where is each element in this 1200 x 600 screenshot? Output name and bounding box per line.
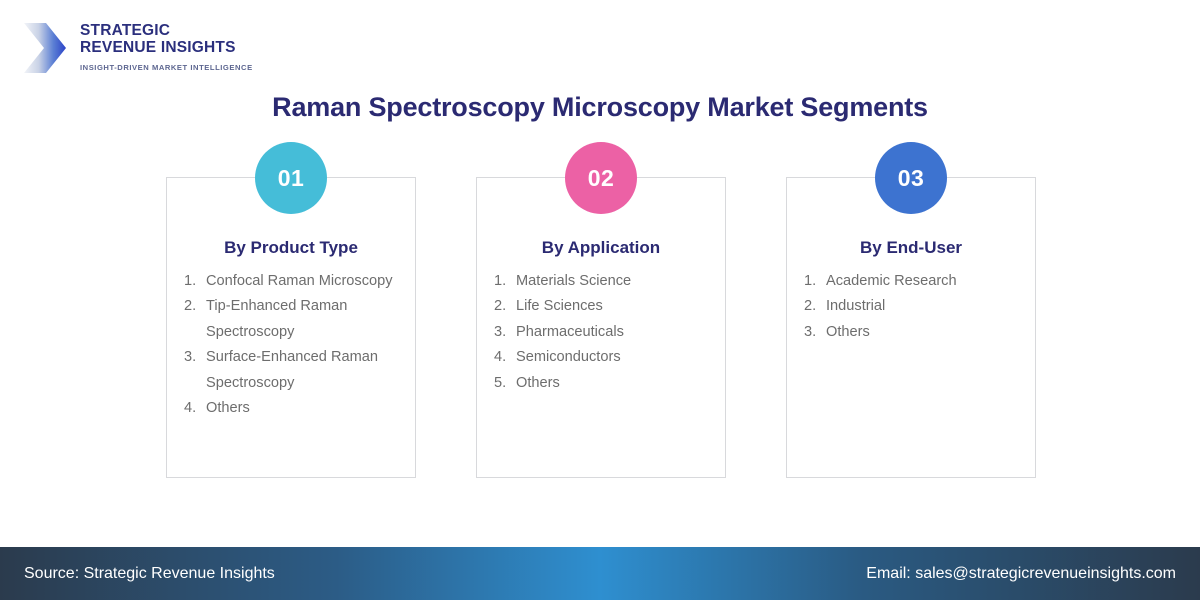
segment-list-item: Others bbox=[804, 320, 870, 346]
footer-source: Source: Strategic Revenue Insights bbox=[24, 564, 275, 582]
card-content: By End-User Academic Research Industrial O… bbox=[786, 178, 1036, 346]
segment-list-item: Confocal Raman Microscopy bbox=[184, 269, 393, 295]
page-title: Raman Spectroscopy Microscopy Market Seg… bbox=[272, 92, 928, 122]
segment-list-item: Tip-Enhanced Raman Spectroscopy bbox=[184, 294, 348, 340]
segment-list-item: Semiconductors bbox=[494, 345, 621, 371]
segment-heading: By End-User bbox=[859, 238, 963, 257]
card-content: By Application Materials Science Life Sci… bbox=[476, 178, 726, 396]
segment-item-list: Academic Research Industrial Others bbox=[802, 269, 1020, 346]
footer-bar: Source: Strategic Revenue Insights Email… bbox=[0, 547, 1200, 600]
segment-number-badge: 02 bbox=[565, 142, 637, 214]
brand-logo: STRATEGIC REVENUE INSIGHTS INSIGHT-DRIVE… bbox=[22, 18, 253, 76]
segment-item-list: Confocal Raman Microscopy Tip-Enhanced Ra… bbox=[182, 269, 400, 422]
segment-heading: By Application bbox=[541, 238, 661, 257]
segment-cards-row: 01 By Product Type Confocal Raman Micros… bbox=[166, 142, 1036, 478]
segment-heading: By Product Type bbox=[224, 238, 358, 257]
segment-list-item: Life Sciences bbox=[494, 294, 603, 320]
segment-list-item: Others bbox=[494, 371, 560, 397]
card-content: By Product Type Confocal Raman Microscop… bbox=[166, 178, 416, 422]
segment-card-product-type: 01 By Product Type Confocal Raman Micros… bbox=[166, 142, 416, 478]
brand-name-line2: REVENUE INSIGHTS bbox=[80, 39, 236, 56]
footer-email[interactable]: Email: sales@strategicrevenueinsights.co… bbox=[866, 564, 1176, 582]
segment-number-badge: 03 bbox=[875, 142, 947, 214]
segment-list-item: Materials Science bbox=[494, 269, 632, 295]
segment-number-badge: 01 bbox=[255, 142, 327, 214]
segment-list-item: Academic Research bbox=[804, 269, 957, 295]
chevron-arrow-icon bbox=[22, 20, 68, 76]
brand-wordmark: STRATEGIC REVENUE INSIGHTS INSIGHT-DRIVE… bbox=[80, 18, 253, 72]
segment-card-end-user: 03 By End-User Academic Research Industri… bbox=[786, 142, 1036, 478]
brand-tagline: INSIGHT-DRIVEN MARKET INTELLIGENCE bbox=[80, 63, 253, 72]
segment-list-item: Others bbox=[184, 396, 250, 422]
brand-name-line1: STRATEGIC bbox=[80, 22, 171, 39]
segment-list-item: Industrial bbox=[804, 294, 886, 320]
segment-item-list: Materials Science Life Sciences Pharmaceut… bbox=[492, 269, 710, 396]
segment-list-item: Pharmaceuticals bbox=[494, 320, 624, 346]
segment-list-item: Surface-Enhanced Raman Spectroscopy bbox=[184, 345, 378, 391]
segment-card-application: 02 By Application Materials Science Life … bbox=[476, 142, 726, 478]
